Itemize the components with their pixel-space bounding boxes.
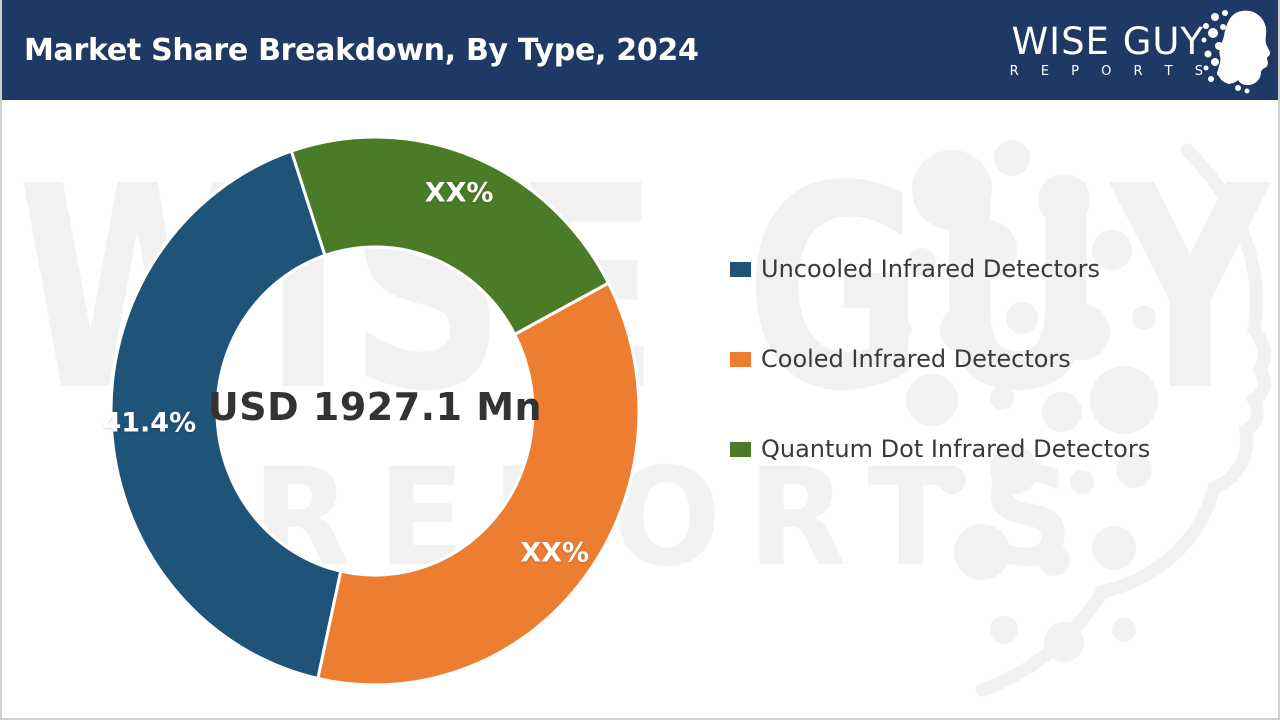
donut-center-value: USD 1927.1 Mn — [207, 385, 543, 429]
logo-text: WISE GUY R E P O R T S — [1004, 23, 1212, 78]
legend-label-cooled: Cooled Infrared Detectors — [761, 345, 1071, 373]
watermark-face-profile — [975, 143, 1271, 697]
logo-head-icon — [1201, 10, 1271, 94]
legend-label-uncooled: Uncooled Infrared Detectors — [761, 255, 1100, 283]
legend-item-quantum-dot: Quantum Dot Infrared Detectors — [730, 432, 1150, 466]
chart-legend: Uncooled Infrared Detectors Cooled Infrar… — [730, 252, 1150, 522]
legend-item-cooled: Cooled Infrared Detectors — [730, 342, 1150, 376]
legend-swatch-quantum-dot — [730, 441, 751, 457]
legend-item-uncooled: Uncooled Infrared Detectors — [730, 252, 1150, 286]
page-title: Market Share Breakdown, By Type, 2024 — [24, 32, 699, 68]
header-bar: Market Share Breakdown, By Type, 2024 WI… — [2, 0, 1278, 100]
legend-swatch-uncooled — [730, 261, 751, 277]
logo-subtitle: R E P O R T S — [1009, 63, 1212, 79]
logo-wordmark: WISE GUY — [1011, 19, 1205, 63]
wise-guy-reports-logo: WISE GUY R E P O R T S — [1004, 4, 1274, 96]
legend-swatch-cooled — [730, 351, 751, 367]
legend-label-quantum-dot: Quantum Dot Infrared Detectors — [761, 435, 1151, 463]
